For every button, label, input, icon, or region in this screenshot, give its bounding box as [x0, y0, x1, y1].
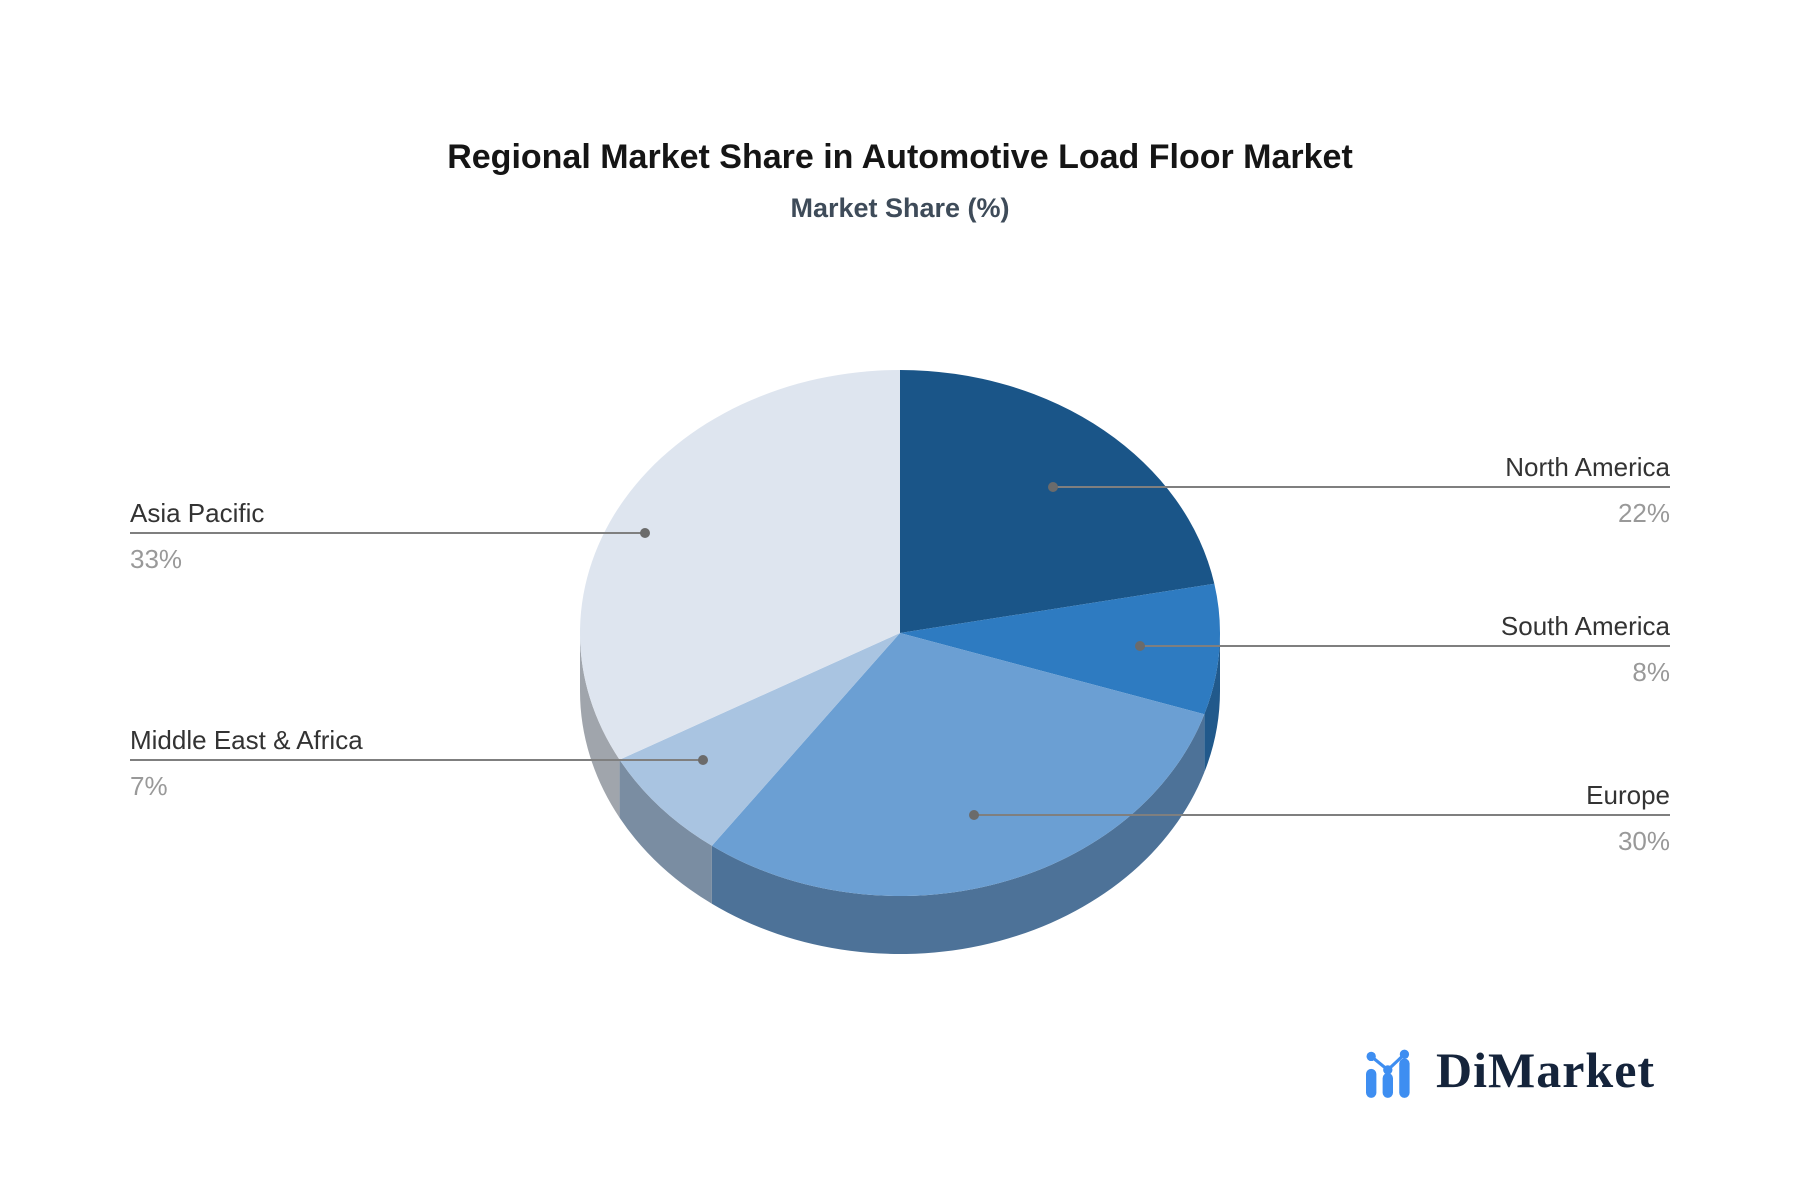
slice-percent: 8% [1632, 657, 1670, 687]
slice-percent: 30% [1617, 826, 1670, 856]
pie-slice[interactable] [900, 583, 1221, 715]
pie-slice[interactable] [619, 633, 900, 846]
slice-label: North America [1505, 452, 1670, 482]
slice-label-group-north-america: North America 22% [1210, 452, 1670, 528]
leader-dot [698, 755, 708, 765]
pie-slice[interactable] [711, 633, 1205, 897]
brand-logo-text: DiMarket [1436, 1042, 1656, 1098]
slice-label-group-middle-east-africa: Middle East & Africa 7% [130, 725, 590, 801]
leader-dot [1048, 482, 1058, 492]
slice-label: Europe [1586, 780, 1670, 810]
slice-label-group-europe: Europe 30% [1210, 780, 1670, 856]
pie-slice-side [711, 714, 1205, 955]
slice-label: Asia Pacific [130, 498, 265, 528]
pie-slice-side [580, 633, 620, 818]
leader-dot [640, 528, 650, 538]
slice-label: South America [1500, 611, 1670, 641]
pie-slice[interactable] [900, 370, 1215, 633]
slice-label-group-south-america: South America 8% [1210, 611, 1670, 687]
slice-percent: 7% [130, 771, 168, 801]
chart-title: Regional Market Share in Automotive Load… [447, 138, 1353, 176]
slice-label-group-asia-pacific: Asia Pacific 33% [130, 498, 590, 574]
pie-slice-side [1204, 633, 1220, 773]
slice-percent: 22% [1617, 498, 1670, 528]
bar-line-chart-icon [1366, 1049, 1410, 1098]
brand-logo: DiMarket [1366, 1040, 1655, 1100]
chart-subtitle: Market Share (%) [790, 193, 1010, 223]
slice-percent: 33% [130, 544, 183, 574]
pie-slice[interactable] [580, 370, 900, 760]
leader-dot [969, 810, 979, 820]
leader-dot [1135, 641, 1145, 651]
pie-slice-side [619, 759, 712, 904]
slice-label: Middle East & Africa [130, 725, 363, 755]
